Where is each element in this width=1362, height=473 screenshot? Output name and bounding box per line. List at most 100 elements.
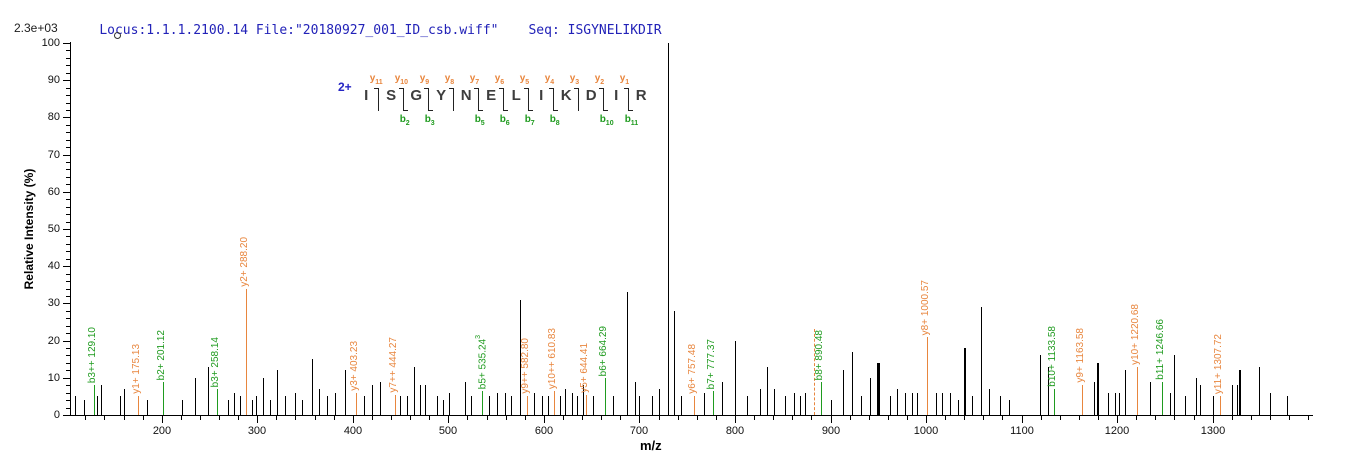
b-ion-hook xyxy=(503,110,508,111)
y-minor-tick xyxy=(66,289,70,290)
y-minor-tick xyxy=(66,125,70,126)
spectrum-peak xyxy=(852,352,853,415)
x-major-tick xyxy=(544,416,545,423)
y-minor-tick xyxy=(66,140,70,141)
spectrum-peak xyxy=(958,400,959,415)
y-ion-index-label: y2 xyxy=(594,73,605,86)
spectrum-peak xyxy=(1040,355,1041,415)
x-minor-tick xyxy=(754,416,755,420)
x-minor-tick xyxy=(620,416,621,420)
spectrum-peak xyxy=(1185,396,1186,415)
spectrum-peak xyxy=(263,378,264,415)
x-major-tick xyxy=(448,416,449,423)
spectrum-peak xyxy=(208,367,209,415)
y-ion-index-label: y11 xyxy=(369,73,383,86)
cleavage-line xyxy=(627,88,629,111)
spectrum-peak xyxy=(831,400,832,415)
y-minor-tick xyxy=(66,393,70,394)
spectrum-peak xyxy=(1174,355,1175,415)
dashed-ion-marker xyxy=(814,329,815,415)
y-minor-tick xyxy=(66,88,70,89)
x-major-tick xyxy=(639,416,640,423)
b-ion-peak-label: b5+ 535.243 xyxy=(475,334,489,389)
spectrum-peak xyxy=(964,348,966,415)
spectrum-peak xyxy=(861,396,862,415)
y-ion-hook xyxy=(523,88,528,89)
y-minor-tick xyxy=(66,318,70,319)
y-minor-tick xyxy=(66,259,70,260)
y-minor-tick xyxy=(66,296,70,297)
y-minor-tick xyxy=(66,326,70,327)
x-axis-line xyxy=(70,415,1313,416)
x-tick-label: 1300 xyxy=(1200,425,1226,437)
b-ion-hook xyxy=(628,110,633,111)
fragment-boundary: y4 b8 xyxy=(545,73,560,130)
b-ion-hook xyxy=(553,110,558,111)
spectrum-peak xyxy=(905,393,906,415)
b-ion-peak-label: b3++ 129.10 xyxy=(87,326,98,383)
fragment-boundary: y6 b6 xyxy=(495,73,510,130)
y-minor-tick xyxy=(66,363,70,364)
y-ion-hook xyxy=(473,88,478,89)
y-minor-tick xyxy=(66,281,70,282)
spectrum-peak xyxy=(1200,385,1201,415)
cleavage-line xyxy=(552,88,554,111)
spectrum-peak xyxy=(252,400,253,415)
x-major-tick xyxy=(735,416,736,423)
x-minor-tick xyxy=(1251,416,1252,420)
cleavage-line xyxy=(602,88,604,111)
spectrum-peak xyxy=(120,396,121,415)
y-major-tick xyxy=(63,229,70,230)
spectrum-peak xyxy=(1108,393,1109,415)
peptide-residue: Y xyxy=(436,87,447,104)
y-minor-tick xyxy=(66,132,70,133)
x-major-tick xyxy=(926,416,927,423)
spectrum-peak xyxy=(511,396,512,415)
y-major-tick xyxy=(63,43,70,44)
y-axis-line xyxy=(70,42,71,416)
x-minor-tick xyxy=(1060,416,1061,420)
spectrum-peak xyxy=(542,396,543,415)
spectrum-peak xyxy=(1239,370,1241,415)
peptide-residue: I xyxy=(539,87,544,104)
x-minor-tick xyxy=(945,416,946,420)
spectrum-peak xyxy=(794,393,795,415)
b-ion-hook xyxy=(528,110,533,111)
x-tick-label: 1100 xyxy=(1010,425,1034,437)
x-major-tick xyxy=(257,416,258,423)
peptide-residue: G xyxy=(410,87,423,104)
y-tick-label: 80 xyxy=(47,111,60,123)
x-minor-tick xyxy=(410,416,411,420)
b-ion-index-label: b3 xyxy=(424,114,435,127)
y-minor-tick xyxy=(66,244,70,245)
spectrum-peak xyxy=(182,400,183,415)
y-major-tick xyxy=(63,266,70,267)
spectrum-peak xyxy=(722,382,723,415)
y-minor-tick xyxy=(66,207,70,208)
x-minor-tick xyxy=(295,416,296,420)
b-ion-index-label: b7 xyxy=(524,114,535,127)
x-tick-label: 600 xyxy=(534,425,554,437)
spectrum-peak xyxy=(774,389,775,415)
peptide-residue: E xyxy=(486,87,497,104)
cleavage-line xyxy=(477,88,479,111)
y-tick-label: 0 xyxy=(53,409,60,421)
y-minor-tick xyxy=(66,348,70,349)
spectrum-peak xyxy=(1094,382,1095,415)
spectrum-peak xyxy=(437,396,438,415)
spectrum-peak xyxy=(1237,385,1238,415)
y-ion-peak-label: y5+ 644.41 xyxy=(579,343,590,393)
y-minor-tick xyxy=(66,236,70,237)
spectrum-peak xyxy=(195,378,196,415)
cleavage-line xyxy=(577,88,579,111)
y-major-tick xyxy=(63,303,70,304)
fragment-boundary: y3 xyxy=(570,73,584,130)
spectrum-peak xyxy=(465,382,466,415)
y-ion-peak xyxy=(586,395,587,415)
y-ion-peak xyxy=(554,391,555,415)
y-ion-peak xyxy=(246,289,247,415)
spectrum-peak xyxy=(1287,396,1288,415)
spectrum-peak xyxy=(652,396,653,415)
spectrum-peak xyxy=(345,370,346,415)
